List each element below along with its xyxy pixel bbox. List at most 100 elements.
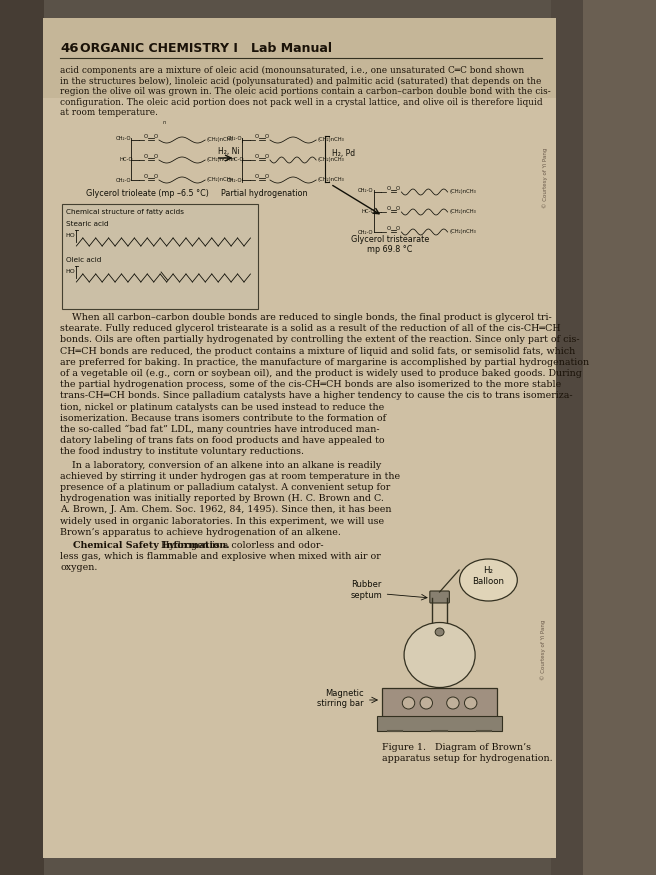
Text: O: O bbox=[154, 174, 158, 179]
Text: CH₂-O: CH₂-O bbox=[226, 178, 242, 183]
Text: CH₂-O: CH₂-O bbox=[115, 178, 131, 183]
Text: mp 69.8 °C: mp 69.8 °C bbox=[367, 245, 413, 254]
Text: in the structures below), linoleic acid (polyunsaturated) and palmitic acid (sat: in the structures below), linoleic acid … bbox=[60, 76, 542, 86]
Text: Hydrogen is a colorless and odor-: Hydrogen is a colorless and odor- bbox=[158, 541, 323, 550]
Text: Partial hydrogenation: Partial hydrogenation bbox=[221, 189, 308, 198]
Text: (CH₂)nCH₃: (CH₂)nCH₃ bbox=[318, 157, 344, 162]
Text: (CH₂)nCH₃: (CH₂)nCH₃ bbox=[449, 208, 476, 214]
Text: O: O bbox=[144, 174, 148, 179]
Ellipse shape bbox=[420, 697, 432, 709]
Text: acid components are a mixture of oleic acid (monounsaturated, i.e., one unsatura: acid components are a mixture of oleic a… bbox=[60, 66, 525, 75]
Text: Stearic acid: Stearic acid bbox=[66, 221, 108, 227]
FancyBboxPatch shape bbox=[43, 18, 556, 98]
Text: at room temperature.: at room temperature. bbox=[60, 108, 158, 117]
Text: stirring bar: stirring bar bbox=[318, 699, 364, 708]
Text: HC-O: HC-O bbox=[230, 157, 243, 162]
Text: the partial hydrogenation process, some of the cis-CH═CH bonds are also isomeriz: the partial hydrogenation process, some … bbox=[60, 381, 562, 389]
Text: In a laboratory, conversion of an alkene into an alkane is readily: In a laboratory, conversion of an alkene… bbox=[60, 460, 382, 470]
Text: H₂, Pd: H₂, Pd bbox=[332, 149, 356, 158]
Text: O: O bbox=[264, 154, 269, 159]
Ellipse shape bbox=[464, 697, 477, 709]
Text: bonds. Oils are often partially hydrogenated by controlling the extent of the re: bonds. Oils are often partially hydrogen… bbox=[60, 335, 580, 345]
FancyBboxPatch shape bbox=[62, 204, 258, 309]
Text: O: O bbox=[154, 134, 158, 139]
Text: Glycerol trioleate (mp –6.5 °C): Glycerol trioleate (mp –6.5 °C) bbox=[86, 189, 209, 198]
Text: O: O bbox=[396, 226, 400, 231]
Text: stearate. Fully reduced glycerol tristearate is a solid as a result of the reduc: stearate. Fully reduced glycerol tristea… bbox=[60, 325, 561, 333]
Ellipse shape bbox=[435, 628, 444, 636]
Ellipse shape bbox=[460, 559, 518, 601]
Text: (CH₂)nCH₃: (CH₂)nCH₃ bbox=[207, 136, 234, 142]
Text: hydrogenation was initially reported by Brown (H. C. Brown and C.: hydrogenation was initially reported by … bbox=[60, 494, 384, 503]
Text: achieved by stirring it under hydrogen gas at room temperature in the: achieved by stirring it under hydrogen g… bbox=[60, 472, 401, 480]
Text: the so-called “bad fat” LDL, many countries have introduced man-: the so-called “bad fat” LDL, many countr… bbox=[60, 424, 380, 434]
Text: O: O bbox=[264, 174, 269, 179]
Text: (CH₂)nCH₃: (CH₂)nCH₃ bbox=[207, 177, 234, 181]
Text: O: O bbox=[264, 134, 269, 139]
Text: region the olive oil was grown in. The oleic acid portions contain a carbon–carb: region the olive oil was grown in. The o… bbox=[60, 87, 551, 96]
Text: widely used in organic laboratories. In this experiment, we will use: widely used in organic laboratories. In … bbox=[60, 516, 384, 526]
Text: CH₂-O: CH₂-O bbox=[358, 229, 373, 234]
Text: H₂, Ni: H₂, Ni bbox=[218, 147, 239, 156]
FancyBboxPatch shape bbox=[0, 0, 583, 875]
Text: Brown’s apparatus to achieve hydrogenation of an alkene.: Brown’s apparatus to achieve hydrogenati… bbox=[60, 528, 341, 536]
Text: less gas, which is flammable and explosive when mixed with air or: less gas, which is flammable and explosi… bbox=[60, 552, 381, 561]
Text: HC-O: HC-O bbox=[361, 208, 375, 214]
Text: O: O bbox=[255, 154, 259, 159]
Text: O: O bbox=[154, 154, 158, 159]
Ellipse shape bbox=[402, 697, 415, 709]
Text: n: n bbox=[163, 120, 166, 125]
Text: of a vegetable oil (e.g., corn or soybean oil), and the product is widely used t: of a vegetable oil (e.g., corn or soybea… bbox=[60, 369, 583, 378]
Text: ORGANIC CHEMISTRY I   Lab Manual: ORGANIC CHEMISTRY I Lab Manual bbox=[80, 42, 332, 55]
Text: CH═CH bonds are reduced, the product contains a mixture of liquid and solid fats: CH═CH bonds are reduced, the product con… bbox=[60, 346, 575, 355]
Text: A. Brown, J. Am. Chem. Soc. 1962, 84, 1495). Since then, it has been: A. Brown, J. Am. Chem. Soc. 1962, 84, 14… bbox=[60, 505, 392, 514]
Text: are preferred for baking. In practice, the manufacture of margarine is accomplis: are preferred for baking. In practice, t… bbox=[60, 358, 590, 367]
Text: When all carbon–carbon double bonds are reduced to single bonds, the final produ: When all carbon–carbon double bonds are … bbox=[60, 313, 552, 322]
Text: Chemical structure of fatty acids: Chemical structure of fatty acids bbox=[66, 209, 184, 215]
FancyBboxPatch shape bbox=[382, 688, 497, 718]
FancyBboxPatch shape bbox=[430, 591, 449, 603]
Text: O: O bbox=[255, 134, 259, 139]
Text: trans-CH═CH bonds. Since palladium catalysts have a higher tendency to cause the: trans-CH═CH bonds. Since palladium catal… bbox=[60, 391, 573, 401]
Text: HC-O: HC-O bbox=[119, 157, 133, 162]
FancyBboxPatch shape bbox=[377, 716, 502, 731]
Text: Chemical Safety Information.: Chemical Safety Information. bbox=[60, 541, 230, 550]
Text: O: O bbox=[144, 154, 148, 159]
Text: HO: HO bbox=[66, 233, 75, 238]
Text: (CH₂)nCH₃: (CH₂)nCH₃ bbox=[318, 136, 344, 142]
Text: CH₂-O: CH₂-O bbox=[358, 187, 373, 192]
Text: © Courtesy of Yi Pang: © Courtesy of Yi Pang bbox=[541, 620, 546, 680]
Text: (CH₂)nCH₃: (CH₂)nCH₃ bbox=[449, 188, 476, 193]
Text: O: O bbox=[386, 186, 390, 191]
Text: apparatus setup for hydrogenation.: apparatus setup for hydrogenation. bbox=[382, 754, 552, 763]
Text: © Courtesy of Yi Pang: © Courtesy of Yi Pang bbox=[543, 148, 548, 208]
FancyBboxPatch shape bbox=[550, 0, 583, 875]
Text: Figure 1.   Diagram of Brown’s: Figure 1. Diagram of Brown’s bbox=[382, 743, 531, 752]
Text: oxygen.: oxygen. bbox=[60, 564, 98, 572]
Text: Rubber
septum: Rubber septum bbox=[350, 580, 382, 599]
Text: Magnetic: Magnetic bbox=[325, 689, 364, 698]
Text: CH₂-O: CH₂-O bbox=[226, 136, 242, 141]
Text: 46: 46 bbox=[60, 42, 79, 55]
Text: O: O bbox=[386, 226, 390, 231]
Text: O: O bbox=[396, 186, 400, 191]
Text: O: O bbox=[386, 206, 390, 211]
Text: O: O bbox=[396, 206, 400, 211]
Text: (CH₂)nCH₃: (CH₂)nCH₃ bbox=[207, 157, 234, 162]
FancyBboxPatch shape bbox=[0, 0, 45, 875]
Text: O: O bbox=[144, 134, 148, 139]
Text: (CH₂)nCH₃: (CH₂)nCH₃ bbox=[318, 177, 344, 181]
Text: tion, nickel or platinum catalysts can be used instead to reduce the: tion, nickel or platinum catalysts can b… bbox=[60, 402, 384, 411]
Text: Oleic acid: Oleic acid bbox=[66, 257, 101, 263]
Text: presence of a platinum or palladium catalyst. A convenient setup for: presence of a platinum or palladium cata… bbox=[60, 483, 390, 492]
Text: datory labeling of trans fats on food products and have appealed to: datory labeling of trans fats on food pr… bbox=[60, 437, 385, 445]
Text: CH₂-O: CH₂-O bbox=[115, 136, 131, 141]
Text: (CH₂)nCH₃: (CH₂)nCH₃ bbox=[449, 228, 476, 234]
Text: the food industry to institute voluntary reductions.: the food industry to institute voluntary… bbox=[60, 447, 304, 457]
Text: O: O bbox=[255, 174, 259, 179]
Ellipse shape bbox=[404, 622, 475, 688]
Text: H₂
Balloon: H₂ Balloon bbox=[472, 566, 504, 585]
Text: Glycerol tristearate: Glycerol tristearate bbox=[351, 235, 429, 244]
Text: HO: HO bbox=[66, 269, 75, 274]
Text: isomerization. Because trans isomers contribute to the formation of: isomerization. Because trans isomers con… bbox=[60, 414, 386, 423]
